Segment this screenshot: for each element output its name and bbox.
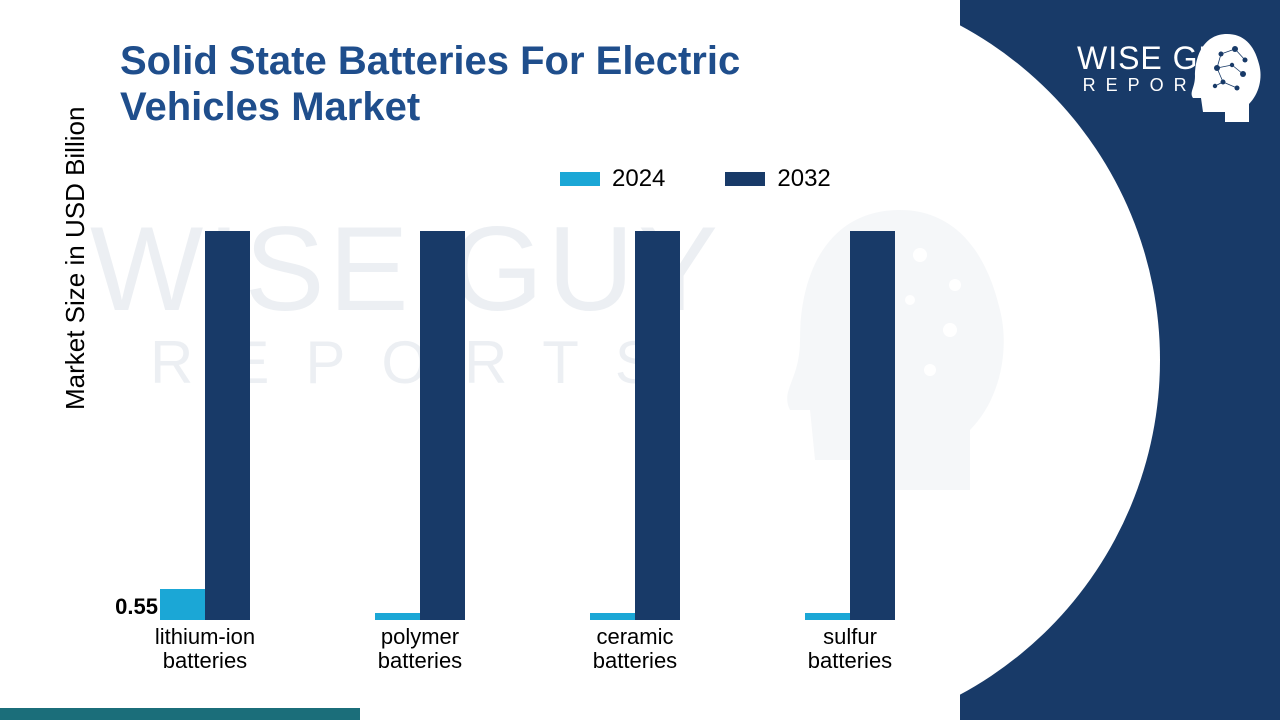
bar-2024	[590, 613, 635, 620]
bar-2032	[635, 231, 680, 620]
bar-2032	[205, 231, 250, 620]
chart-canvas: WISE GUY REPORTS WISE GUY REPORTS	[0, 0, 1280, 720]
bar-group: 0.55lithium-ionbatteries	[120, 225, 290, 620]
legend-label-2024: 2024	[612, 165, 665, 193]
chart-title: Solid State Batteries For Electric Vehic…	[120, 38, 880, 130]
legend-label-2032: 2032	[777, 165, 830, 193]
logo-head-icon	[1187, 32, 1267, 124]
bar-2024: 0.55	[160, 589, 205, 620]
legend-item-2024: 2024	[560, 165, 665, 193]
bar-2032	[850, 231, 895, 620]
x-axis-label: lithium-ionbatteries	[120, 625, 290, 673]
bar-group: ceramicbatteries	[550, 225, 720, 620]
bar-group: polymerbatteries	[335, 225, 505, 620]
bar-pair	[335, 225, 505, 620]
y-axis-label: Market Size in USD Billion	[60, 107, 91, 410]
bar-group: sulfurbatteries	[765, 225, 935, 620]
x-axis-label: ceramicbatteries	[550, 625, 720, 673]
bar-pair	[765, 225, 935, 620]
bar-pair	[550, 225, 720, 620]
bar-2024	[375, 613, 420, 620]
bar-pair: 0.55	[120, 225, 290, 620]
legend-swatch-2024	[560, 172, 600, 186]
bar-2032	[420, 231, 465, 620]
bottom-accent-bar	[0, 708, 360, 720]
bar-value-label: 0.55	[115, 594, 158, 620]
legend: 2024 2032	[560, 165, 831, 193]
x-axis-label: sulfurbatteries	[765, 625, 935, 673]
x-axis-label: polymerbatteries	[335, 625, 505, 673]
legend-item-2032: 2032	[725, 165, 830, 193]
bar-2024	[805, 613, 850, 620]
legend-swatch-2032	[725, 172, 765, 186]
brand-logo: WISE GUY REPORTS	[1077, 40, 1245, 96]
bar-chart: 0.55lithium-ionbatteries polymerbatteries…	[120, 225, 930, 620]
